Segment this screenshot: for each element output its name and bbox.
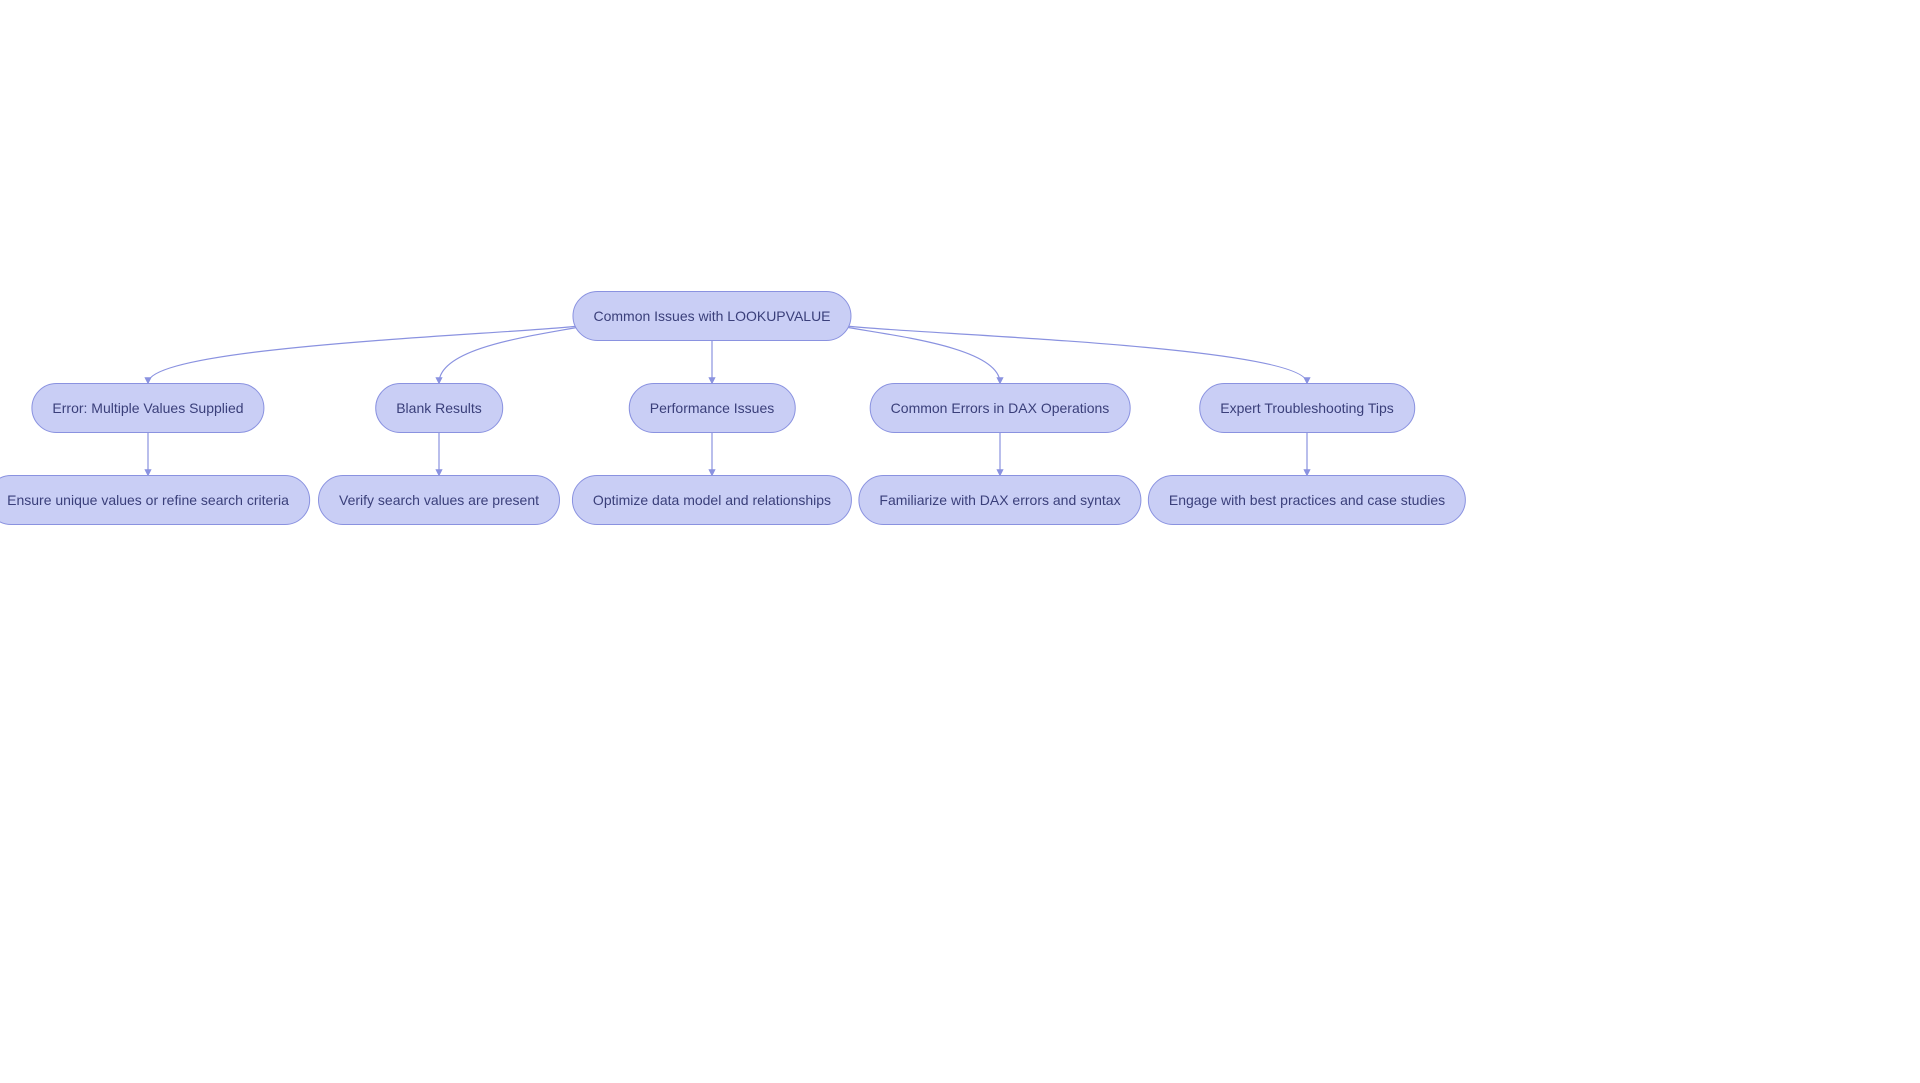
node-l4: Familiarize with DAX errors and syntax xyxy=(858,475,1141,525)
node-l1: Ensure unique values or refine search cr… xyxy=(0,475,310,525)
node-label: Verify search values are present xyxy=(339,492,539,508)
node-label: Engage with best practices and case stud… xyxy=(1169,492,1445,508)
node-b3: Performance Issues xyxy=(629,383,796,433)
edges-layer xyxy=(0,0,1920,1083)
edge-root-b4 xyxy=(828,324,1000,384)
node-root: Common Issues with LOOKUPVALUE xyxy=(572,291,851,341)
node-label: Ensure unique values or refine search cr… xyxy=(7,492,289,508)
edge-root-b5 xyxy=(828,324,1307,384)
node-label: Blank Results xyxy=(396,400,482,416)
node-b2: Blank Results xyxy=(375,383,503,433)
node-l2: Verify search values are present xyxy=(318,475,560,525)
node-b4: Common Errors in DAX Operations xyxy=(870,383,1131,433)
node-b5: Expert Troubleshooting Tips xyxy=(1199,383,1415,433)
node-label: Common Issues with LOOKUPVALUE xyxy=(593,308,830,324)
flowchart-diagram: Common Issues with LOOKUPVALUE Error: Mul… xyxy=(0,0,1920,1083)
node-label: Expert Troubleshooting Tips xyxy=(1220,400,1394,416)
node-label: Optimize data model and relationships xyxy=(593,492,831,508)
node-label: Familiarize with DAX errors and syntax xyxy=(879,492,1120,508)
node-b1: Error: Multiple Values Supplied xyxy=(31,383,264,433)
node-label: Error: Multiple Values Supplied xyxy=(52,400,243,416)
node-label: Common Errors in DAX Operations xyxy=(891,400,1110,416)
edge-root-b1 xyxy=(148,324,596,384)
node-l3: Optimize data model and relationships xyxy=(572,475,852,525)
node-l5: Engage with best practices and case stud… xyxy=(1148,475,1466,525)
node-label: Performance Issues xyxy=(650,400,775,416)
edge-root-b2 xyxy=(439,324,596,384)
